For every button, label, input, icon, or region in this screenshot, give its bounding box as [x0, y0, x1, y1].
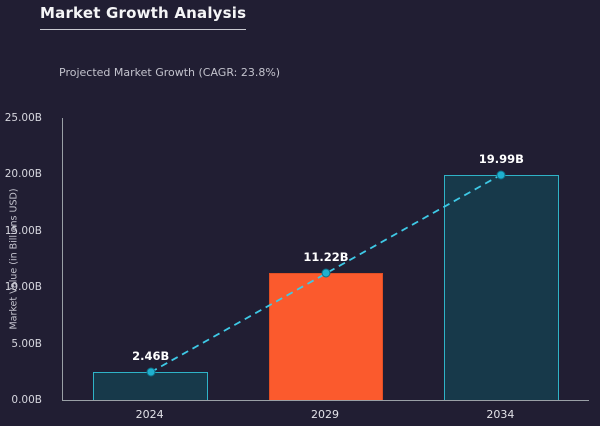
y-tick-label: 5.00B — [11, 337, 42, 350]
y-tick-label: 20.00B — [4, 168, 42, 181]
plot-area: 2.46B 11.22B 19.99B — [62, 118, 589, 401]
value-label: 19.99B — [478, 151, 524, 166]
value-label: 2.46B — [132, 349, 170, 364]
x-axis-ticks: 2024 2029 2034 — [62, 400, 588, 426]
data-point-marker — [496, 170, 506, 179]
y-tick-label: 15.00B — [4, 224, 42, 237]
bar-2029 — [268, 273, 384, 400]
chart-subtitle: Projected Market Growth (CAGR: 23.8%) — [59, 66, 281, 79]
y-tick-label: 0.00B — [11, 394, 42, 406]
x-tick-label: 2029 — [311, 408, 339, 421]
y-axis-ticks: 0.00B 5.00B 10.00B 15.00B 20.00B 25.00B — [0, 112, 52, 406]
data-point-marker — [321, 268, 331, 278]
bar-2034 — [443, 174, 559, 400]
y-tick-label: 10.00B — [4, 281, 42, 294]
value-label: 11.22B — [303, 250, 349, 265]
x-tick-label: 2024 — [135, 408, 164, 421]
data-point-marker — [146, 367, 156, 377]
chart-title: Market Growth Analysis — [40, 4, 247, 30]
y-tick-label: 25.00B — [4, 112, 42, 124]
x-tick-label: 2034 — [486, 408, 515, 421]
